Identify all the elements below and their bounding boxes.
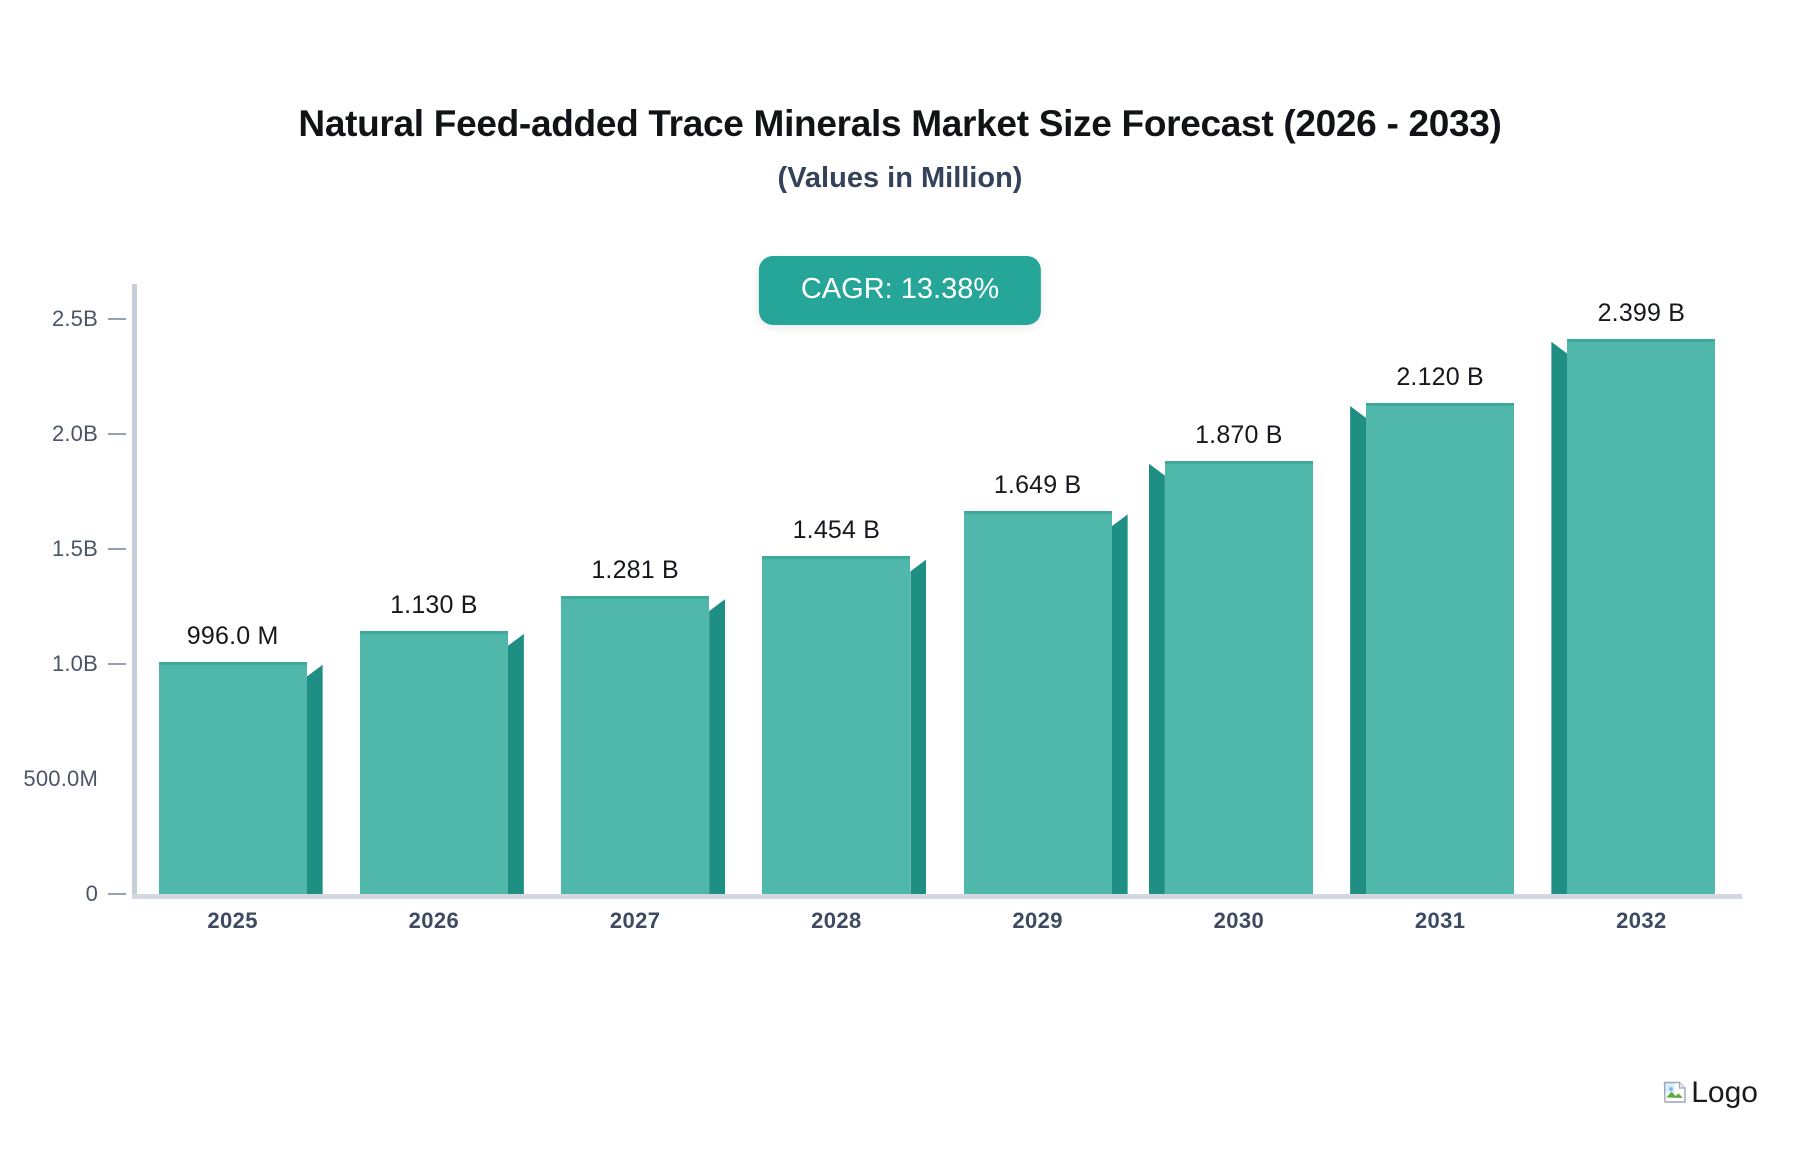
bar-value-label: 1.870 B [1195, 420, 1283, 449]
x-axis-label: 2026 [408, 908, 460, 933]
x-axis-line [132, 894, 1742, 899]
bar: 2.399 B [1551, 299, 1716, 894]
bar-front-face [1366, 403, 1515, 894]
y-axis-tick-label: 2.5B [51, 305, 98, 331]
y-axis-tick-mark [108, 547, 126, 550]
bar-side-face [1111, 514, 1128, 894]
x-axis-label: 2032 [1616, 908, 1667, 933]
bar: 996.0 M [158, 622, 323, 894]
bar-front-face [762, 556, 911, 894]
bar: 1.281 B [561, 556, 726, 894]
bar-value-label: 1.130 B [390, 590, 478, 619]
x-axis-label: 2027 [609, 908, 661, 933]
plot-area: 2.5B 2.0B 1.5B 1.0B 500.0M 0 996.0 M 1.130 B 1.… [23, 284, 1742, 906]
bar-side-face [1551, 341, 1568, 894]
bar-front-face [158, 661, 307, 894]
bar-side-face [1148, 463, 1165, 894]
bar-front-face [359, 630, 508, 894]
y-axis-tick-label: 1.5B [51, 535, 98, 561]
bar: 1.649 B [963, 471, 1128, 894]
logo: Logo [1663, 1078, 1758, 1108]
y-axis-tick-mark [108, 662, 126, 665]
bar-value-label: 1.454 B [792, 516, 881, 545]
y-axis-tick-mark [108, 893, 126, 895]
y-axis-line [132, 284, 137, 894]
bar-side-face [910, 559, 927, 894]
page-subtitle: (Values in Million) [777, 161, 1023, 194]
logo-text: Logo [1691, 1076, 1758, 1109]
y-axis-tick-label: 1.0B [51, 650, 98, 676]
bar: 1.454 B [762, 516, 927, 894]
x-axis-label: 2028 [811, 908, 862, 933]
bar-side-face [1350, 406, 1367, 894]
x-axis-label: 2025 [207, 908, 258, 933]
y-axis-tick-mark [108, 432, 126, 435]
broken-image-icon [1663, 1080, 1689, 1106]
y-axis-tick-label: 2.0B [51, 420, 98, 446]
cagr-badge: CAGR: 13.38% [758, 256, 1042, 325]
bar-front-face [1164, 460, 1313, 894]
x-axis-labels: 2025 2026 2027 2028 2029 2030 2031 2032 [132, 908, 1742, 948]
y-axis-tick-label: 500.0M [23, 765, 98, 791]
x-axis-label: 2030 [1213, 908, 1265, 933]
y-axis-tick-label: 0 [85, 881, 98, 906]
x-axis-label: 2029 [1012, 908, 1063, 933]
page-title: Natural Feed-added Trace Minerals Market… [298, 103, 1502, 144]
bar-value-label: 996.0 M [186, 621, 279, 650]
bar-side-face [306, 664, 323, 894]
bar-side-face [507, 633, 524, 894]
bar: 1.870 B [1148, 421, 1313, 894]
x-axis-label: 2031 [1414, 908, 1466, 933]
bar-value-label: 2.399 B [1597, 298, 1686, 327]
bar-front-face [963, 511, 1112, 894]
bar: 2.120 B [1350, 363, 1515, 894]
bar: 1.130 B [359, 591, 524, 894]
bar-front-face [561, 596, 710, 894]
bar-value-label: 2.120 B [1396, 363, 1484, 391]
y-axis-tick-mark [108, 317, 126, 320]
bar-side-face [709, 599, 726, 894]
bar-front-face [1567, 338, 1716, 894]
title-block: Natural Feed-added Trace Minerals Market… [0, 103, 1800, 195]
bar-series: 996.0 M 1.130 B 1.281 B 1.454 B 1.649 B 1.870… [132, 284, 1742, 894]
bar-value-label: 1.649 B [993, 471, 1082, 500]
bar-value-label: 1.281 B [591, 556, 679, 585]
